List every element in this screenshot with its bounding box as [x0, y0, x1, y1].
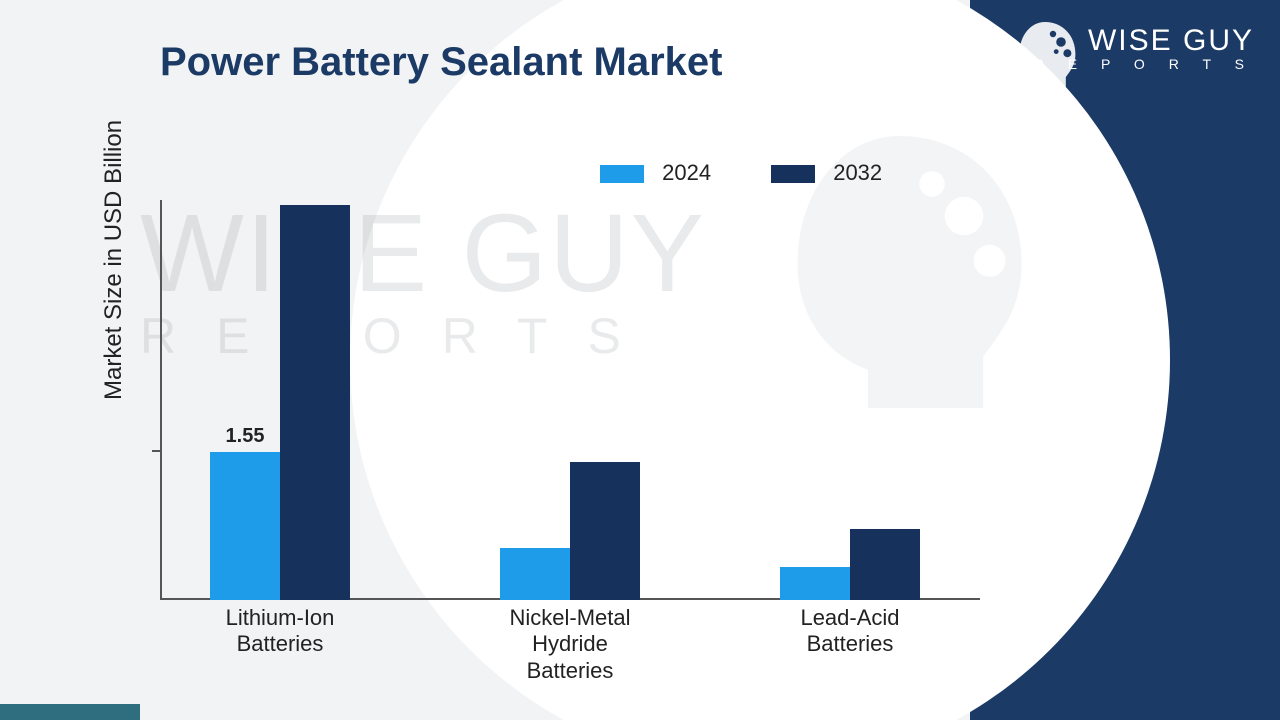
y-axis — [160, 200, 162, 600]
legend: 2024 2032 — [600, 160, 882, 186]
chart-card: Power Battery Sealant Market WISE GUY RE… — [40, 0, 980, 700]
bar-2032-0 — [280, 205, 350, 600]
legend-label-2032: 2032 — [833, 160, 882, 185]
brand-head-icon — [1000, 18, 1090, 98]
stage: Power Battery Sealant Market WISE GUY RE… — [0, 0, 1280, 720]
y-tick — [152, 450, 160, 452]
chart-title: Power Battery Sealant Market — [160, 40, 722, 85]
bar-value-label: 1.55 — [205, 425, 285, 448]
legend-swatch-2032 — [771, 165, 815, 183]
legend-item-2032: 2032 — [771, 160, 882, 186]
category-label: Lithium-IonBatteries — [170, 605, 390, 658]
bar-2024-2 — [780, 567, 850, 600]
bar-2024-0 — [210, 452, 280, 600]
category-label: Nickel-MetalHydrideBatteries — [460, 605, 680, 684]
legend-swatch-2024 — [600, 165, 644, 183]
bar-2024-1 — [500, 548, 570, 600]
legend-label-2024: 2024 — [662, 160, 711, 185]
bar-2032-2 — [850, 529, 920, 600]
bar-2032-1 — [570, 462, 640, 600]
y-axis-label: Market Size in USD Billion — [100, 120, 128, 400]
bottom-accent-bar — [0, 704, 140, 720]
plot-area: 1.55 Lithium-IonBatteriesNickel-MetalHyd… — [160, 200, 980, 600]
category-label: Lead-AcidBatteries — [740, 605, 960, 658]
legend-item-2024: 2024 — [600, 160, 711, 186]
